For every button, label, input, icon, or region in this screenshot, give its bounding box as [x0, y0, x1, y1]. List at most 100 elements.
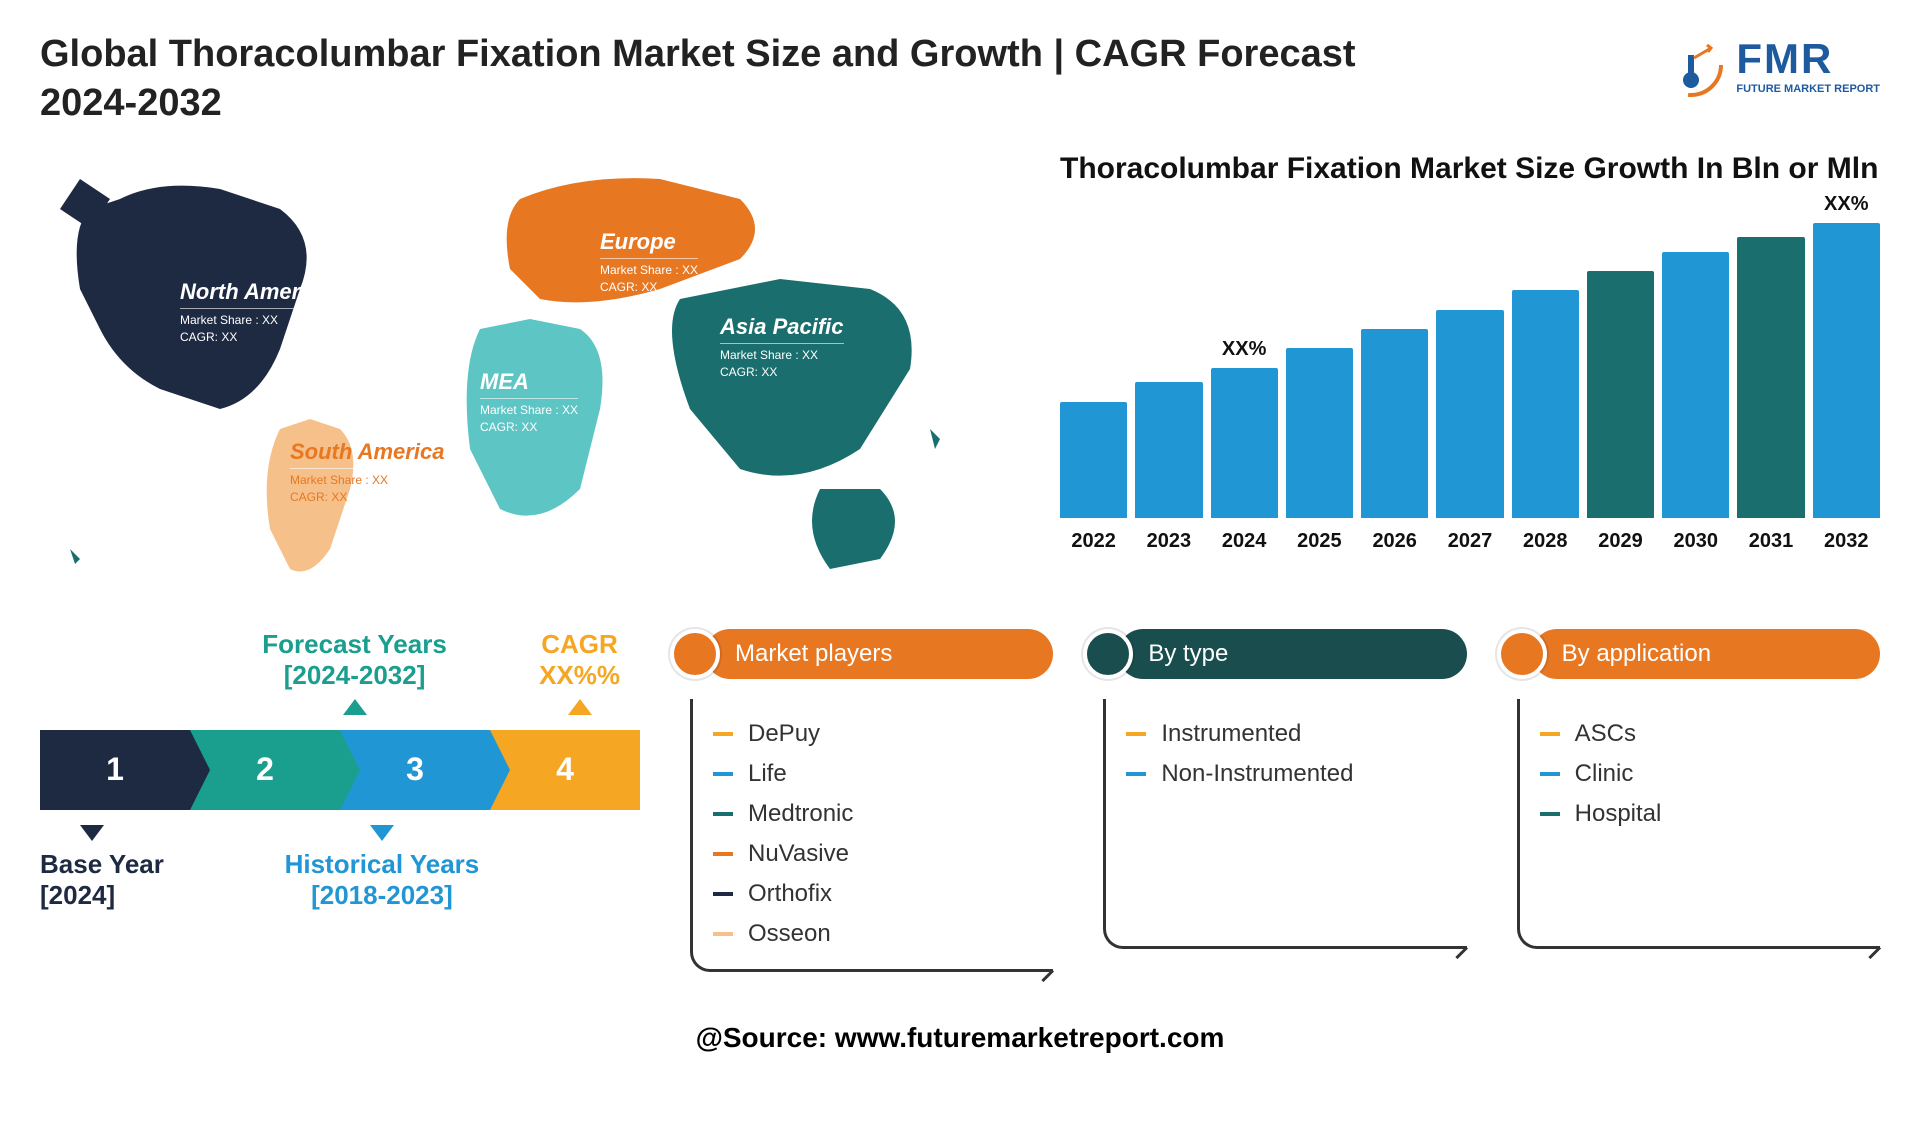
- bullet-icon: [713, 892, 733, 896]
- region-stats: Market Share : XXCAGR: XX: [290, 472, 444, 506]
- region-stats: Market Share : XXCAGR: XX: [720, 347, 844, 381]
- list-item: Medtronic: [713, 794, 1053, 834]
- bar-year-label: 2029: [1598, 530, 1643, 553]
- category-by-type: By type Instrumented Non-Instrumented: [1083, 629, 1466, 972]
- category-market-players: Market players DePuy Life Medtronic NuVasive…: [670, 629, 1053, 972]
- category-header: By type: [1083, 629, 1466, 679]
- timeline-seg-1: 1: [40, 730, 190, 810]
- bar-2031: 2031: [1737, 237, 1804, 518]
- region-asia-pacific: Asia PacificMarket Share : XXCAGR: XX: [720, 314, 844, 381]
- historical-label: Historical Years [2018-2023]: [285, 825, 480, 911]
- bar-2024: 2024XX%: [1211, 368, 1278, 518]
- page-title: Global Thoracolumbar Fixation Market Siz…: [40, 30, 1440, 129]
- chart-title: Thoracolumbar Fixation Market Size Growt…: [1060, 149, 1880, 188]
- region-stats: Market Share : XXCAGR: XX: [180, 312, 331, 346]
- bar-year-label: 2027: [1448, 530, 1493, 553]
- item-label: Medtronic: [748, 800, 853, 828]
- list-item: Osseon: [713, 914, 1053, 954]
- timeline-seg-3: 3: [340, 730, 490, 810]
- bar-2023: 2023: [1135, 382, 1202, 517]
- bar: [1060, 402, 1127, 518]
- bar: [1361, 329, 1428, 518]
- arrow-up-icon: [568, 699, 592, 715]
- bullet-icon: [1540, 732, 1560, 736]
- bar-annotation: XX%: [1222, 338, 1266, 361]
- bar-year-label: 2030: [1674, 530, 1719, 553]
- bar: [1436, 310, 1503, 518]
- item-label: Clinic: [1575, 760, 1634, 788]
- item-label: ASCs: [1575, 720, 1636, 748]
- region-europe: EuropeMarket Share : XXCAGR: XX: [600, 229, 698, 296]
- source-text: @Source: www.futuremarketreport.com: [40, 1022, 1880, 1054]
- logo-sub: FUTURE MARKET REPORT: [1736, 83, 1880, 95]
- list-item: Orthofix: [713, 874, 1053, 914]
- category-list: Instrumented Non-Instrumented: [1103, 699, 1466, 949]
- bullet-icon: [1126, 732, 1146, 736]
- bar: [1662, 252, 1729, 518]
- bar: [1512, 290, 1579, 517]
- bottom-section: Forecast Years [2024-2032] CAGR XX%% 1 2…: [40, 629, 1880, 972]
- bar: [1737, 237, 1804, 518]
- item-label: Hospital: [1575, 800, 1662, 828]
- category-by-application: By application ASCs Clinic Hospital: [1497, 629, 1880, 972]
- bar-year-label: 2023: [1147, 530, 1192, 553]
- chart-area: 202220232024XX%2025202620272028202920302…: [1060, 208, 1880, 558]
- list-item: Life: [713, 754, 1053, 794]
- category-list: ASCs Clinic Hospital: [1517, 699, 1880, 949]
- timeline-seg-2: 2: [190, 730, 340, 810]
- main-content: North AmericaMarket Share : XXCAGR: XXSo…: [40, 149, 1880, 589]
- bullet-icon: [713, 812, 733, 816]
- bullet-icon: [713, 732, 733, 736]
- list-item: Non-Instrumented: [1126, 754, 1466, 794]
- bullet-icon: [713, 772, 733, 776]
- bullet-icon: [1540, 812, 1560, 816]
- category-title: By application: [1532, 629, 1880, 679]
- category-title: Market players: [705, 629, 1053, 679]
- item-label: Osseon: [748, 920, 831, 948]
- logo-icon: [1656, 30, 1726, 100]
- bar-2029: 2029: [1587, 271, 1654, 518]
- list-item: ASCs: [1540, 714, 1880, 754]
- bar-2025: 2025: [1286, 348, 1353, 517]
- forecast-label: Forecast Years [2024-2032]: [262, 629, 447, 715]
- bar: [1587, 271, 1654, 518]
- bar: [1286, 348, 1353, 517]
- timeline: Forecast Years [2024-2032] CAGR XX%% 1 2…: [40, 629, 640, 972]
- list-item: Clinic: [1540, 754, 1880, 794]
- region-south-america: South AmericaMarket Share : XXCAGR: XX: [290, 439, 444, 506]
- list-item: Instrumented: [1126, 714, 1466, 754]
- bar-year-label: 2026: [1372, 530, 1417, 553]
- bar-year-label: 2031: [1749, 530, 1794, 553]
- category-list: DePuy Life Medtronic NuVasiveOrthofix Osseon: [690, 699, 1053, 972]
- category-dot-icon: [670, 629, 720, 679]
- timeline-seg-4: 4: [490, 730, 640, 810]
- list-item: NuVasive: [713, 834, 1053, 874]
- item-label: Instrumented: [1161, 720, 1301, 748]
- region-name: MEA: [480, 369, 578, 399]
- item-label: DePuy: [748, 720, 820, 748]
- category-dot-icon: [1497, 629, 1547, 679]
- bar: [1135, 382, 1202, 517]
- bar-year-label: 2025: [1297, 530, 1342, 553]
- region-mea: MEAMarket Share : XXCAGR: XX: [480, 369, 578, 436]
- bullet-icon: [713, 852, 733, 856]
- region-name: South America: [290, 439, 444, 469]
- list-item: Hospital: [1540, 794, 1880, 834]
- category-header: Market players: [670, 629, 1053, 679]
- world-map: North AmericaMarket Share : XXCAGR: XXSo…: [40, 149, 1000, 589]
- arrow-down-icon: [80, 825, 104, 841]
- region-stats: Market Share : XXCAGR: XX: [600, 262, 698, 296]
- region-name: Europe: [600, 229, 698, 259]
- bar-year-label: 2022: [1071, 530, 1116, 553]
- bar-2027: 2027: [1436, 310, 1503, 518]
- base-year-label: Base Year [2024]: [40, 825, 164, 911]
- cagr-label: CAGR XX%%: [539, 629, 620, 715]
- logo-text: FMR FUTURE MARKET REPORT: [1736, 35, 1880, 95]
- item-label: Life: [748, 760, 787, 788]
- arrow-down-icon: [370, 825, 394, 841]
- region-name: North America: [180, 279, 331, 309]
- bar: [1813, 223, 1880, 518]
- arrow-up-icon: [343, 699, 367, 715]
- bar-2032: 2032XX%: [1813, 223, 1880, 518]
- bar-2026: 2026: [1361, 329, 1428, 518]
